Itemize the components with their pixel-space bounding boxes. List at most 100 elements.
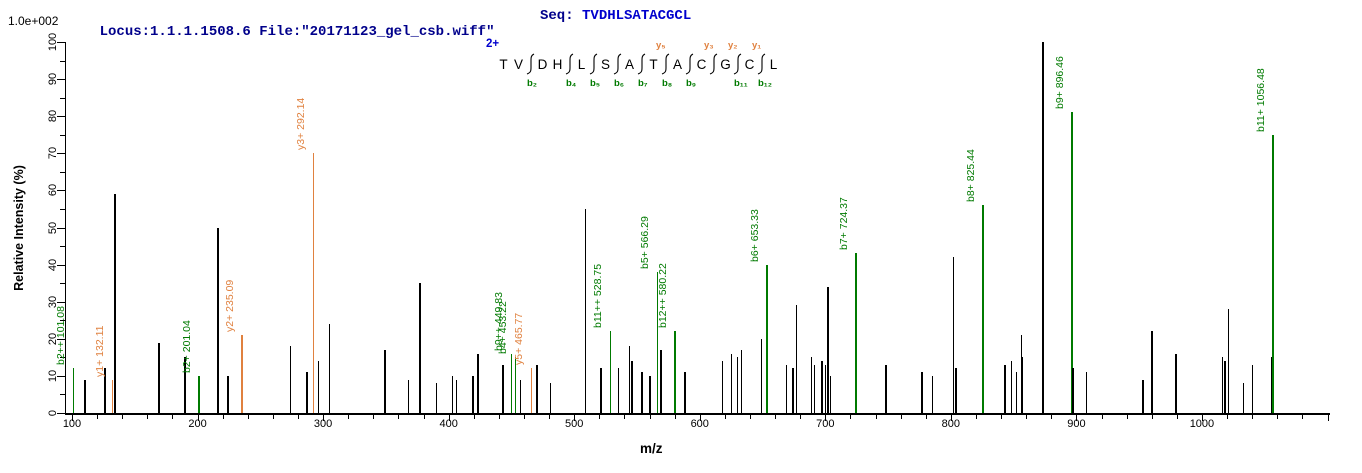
peak-ion-label: y5+ 465.77 — [513, 313, 526, 366]
fragmentation-mark: y₃ — [704, 40, 718, 75]
peak — [435, 383, 438, 413]
x-tick — [1277, 414, 1279, 419]
x-tick — [473, 414, 475, 419]
x-tick — [247, 414, 249, 419]
y-tick-label: 90 — [47, 72, 59, 86]
y-tick-label: 10 — [47, 369, 59, 383]
b-ion-peak — [855, 253, 857, 413]
peak — [502, 364, 504, 413]
y-tick — [60, 97, 65, 99]
peak — [1085, 372, 1088, 413]
x-tick — [800, 414, 802, 419]
peak — [114, 194, 116, 413]
x-tick — [1176, 414, 1178, 419]
peak — [736, 357, 739, 413]
x-tick — [549, 414, 551, 419]
x-tick — [197, 414, 199, 421]
peak — [813, 364, 815, 413]
fragmentation-mark: b₇ — [637, 53, 648, 89]
peak — [824, 364, 827, 413]
peak — [455, 379, 458, 413]
peak — [931, 375, 934, 413]
peak — [1221, 357, 1224, 413]
fragmentation-mark: y₂ b₁₁ — [728, 40, 748, 89]
x-tick — [1252, 414, 1254, 419]
b-ion-peak — [766, 264, 768, 413]
spectrum-header: Locus:1.1.1.1508.6 File:"20171123_gel_cs… — [66, 8, 692, 72]
b-ion-peak — [510, 353, 513, 413]
y-tick — [57, 338, 65, 340]
peak — [227, 375, 229, 413]
peak-ion-label: b4+ 453.22 — [497, 301, 510, 355]
y-ion-peak — [530, 368, 533, 413]
x-tick — [147, 414, 149, 419]
b-ion-mark-label: b₁₁ — [734, 78, 748, 89]
x-tick — [272, 414, 274, 419]
b-ion-mark-label: b₁₂ — [758, 78, 772, 89]
residue-letter: H — [552, 56, 563, 72]
x-tick — [975, 414, 977, 419]
x-tick — [348, 414, 350, 419]
peak — [472, 375, 474, 413]
peak — [730, 353, 733, 413]
x-tick-label: 1000 — [1189, 418, 1215, 430]
y-tick — [60, 246, 65, 248]
residue-letter: A — [624, 56, 634, 72]
peak-ion-label: b9+ 896.46 — [1053, 56, 1066, 110]
x-tick — [172, 414, 174, 419]
peak — [641, 372, 643, 413]
x-tick-label: 500 — [565, 418, 584, 430]
y-tick — [57, 42, 65, 43]
x-tick — [1327, 414, 1329, 421]
y-tick — [60, 134, 65, 136]
b-ion-mark-label: b₂ — [527, 78, 538, 89]
intensity-scale-note: 1.0e+002 — [8, 14, 59, 28]
x-tick — [498, 414, 500, 419]
y-tick — [60, 357, 65, 359]
peak — [1142, 379, 1144, 413]
peak — [792, 368, 794, 413]
residue-letter: A — [672, 56, 682, 72]
y-tick — [60, 394, 65, 396]
x-tick — [1302, 414, 1304, 419]
fragmentation-mark: b₂ — [526, 53, 537, 89]
locus-file-text: Locus:1.1.1.1508.6 File:"20171123_gel_cs… — [99, 24, 495, 40]
x-tick — [122, 414, 124, 419]
b-ion-mark-label: b₄ — [566, 78, 577, 89]
b-ion-mark-label: b₈ — [662, 78, 673, 89]
peak — [407, 379, 410, 413]
peak — [451, 375, 454, 413]
peak — [795, 305, 798, 413]
y-tick — [60, 60, 65, 62]
x-tick — [950, 414, 952, 421]
x-tick-label: 100 — [62, 418, 82, 430]
x-tick — [398, 414, 400, 419]
peak — [955, 368, 957, 413]
peak — [760, 338, 763, 413]
peak — [158, 342, 160, 413]
x-tick — [1001, 414, 1003, 419]
x-tick-label: 700 — [816, 418, 835, 430]
peak — [384, 349, 386, 413]
x-tick — [649, 414, 651, 419]
peak — [952, 257, 955, 413]
y-tick-label: 60 — [47, 184, 59, 197]
peak — [1010, 361, 1013, 413]
x-tick — [222, 414, 224, 419]
x-tick — [749, 414, 751, 419]
residue-letter: G — [720, 56, 731, 72]
peak — [217, 227, 219, 413]
x-tick-label: 600 — [690, 418, 709, 430]
b-ion-peak — [609, 331, 612, 413]
y-ion-peak — [111, 379, 114, 413]
x-tick — [1051, 414, 1053, 419]
b-ion-peak — [198, 375, 200, 413]
x-tick — [925, 414, 927, 419]
y-tick — [57, 227, 65, 229]
y-tick — [57, 153, 65, 155]
x-tick — [825, 414, 827, 421]
residue-letter: V — [513, 56, 523, 72]
peak — [740, 349, 743, 413]
peak-ion-label: b5+ 566.29 — [639, 216, 652, 270]
